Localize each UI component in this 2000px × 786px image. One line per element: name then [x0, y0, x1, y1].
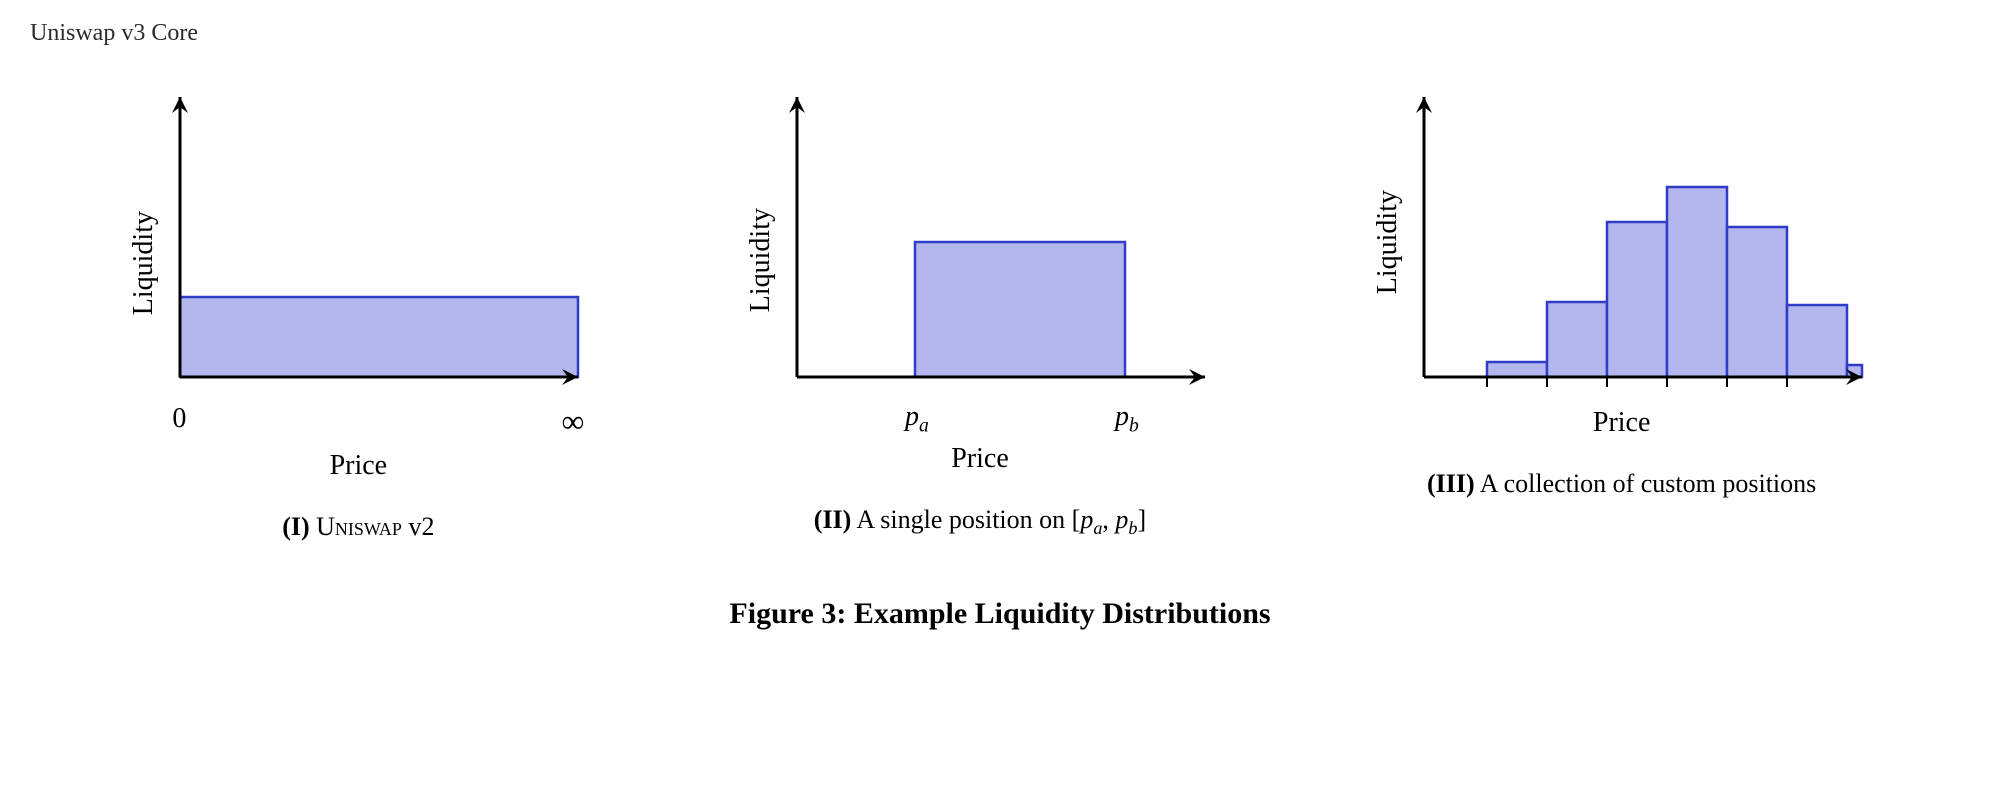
x-axis-label: Price — [330, 450, 388, 482]
document-header: Uniswap v3 Core — [30, 20, 1970, 47]
x-axis-label: Price — [1593, 407, 1651, 439]
chart — [1412, 87, 1872, 397]
figure-title: Figure 3: Example Liquidity Distribution… — [30, 597, 1970, 631]
x-axis-label: Price — [951, 443, 1009, 475]
chart: papb — [785, 87, 1215, 433]
chart: 0∞ — [168, 87, 588, 440]
x-ticks: 0∞ — [168, 403, 588, 440]
panel-II: Liquidity papb Price (II) A single position… — [745, 87, 1215, 539]
figure-panels: Liquidity 0∞ Price (I) Uniswap v2 Liquidity p… — [30, 87, 1970, 542]
panel-caption: (I) Uniswap v2 — [282, 512, 434, 542]
panel-III: Liquidity Price (III) A collection of cust… — [1372, 87, 1872, 499]
panel-I: Liquidity 0∞ Price (I) Uniswap v2 — [128, 87, 588, 542]
x-ticks: papb — [785, 397, 1215, 433]
panel-caption: (II) A single position on [pa, pb] — [814, 505, 1146, 539]
y-axis-label: Liquidity — [1372, 190, 1404, 294]
y-axis-label: Liquidity — [745, 208, 777, 312]
panel-caption: (III) A collection of custom positions — [1427, 469, 1816, 499]
y-axis-label: Liquidity — [128, 211, 160, 315]
